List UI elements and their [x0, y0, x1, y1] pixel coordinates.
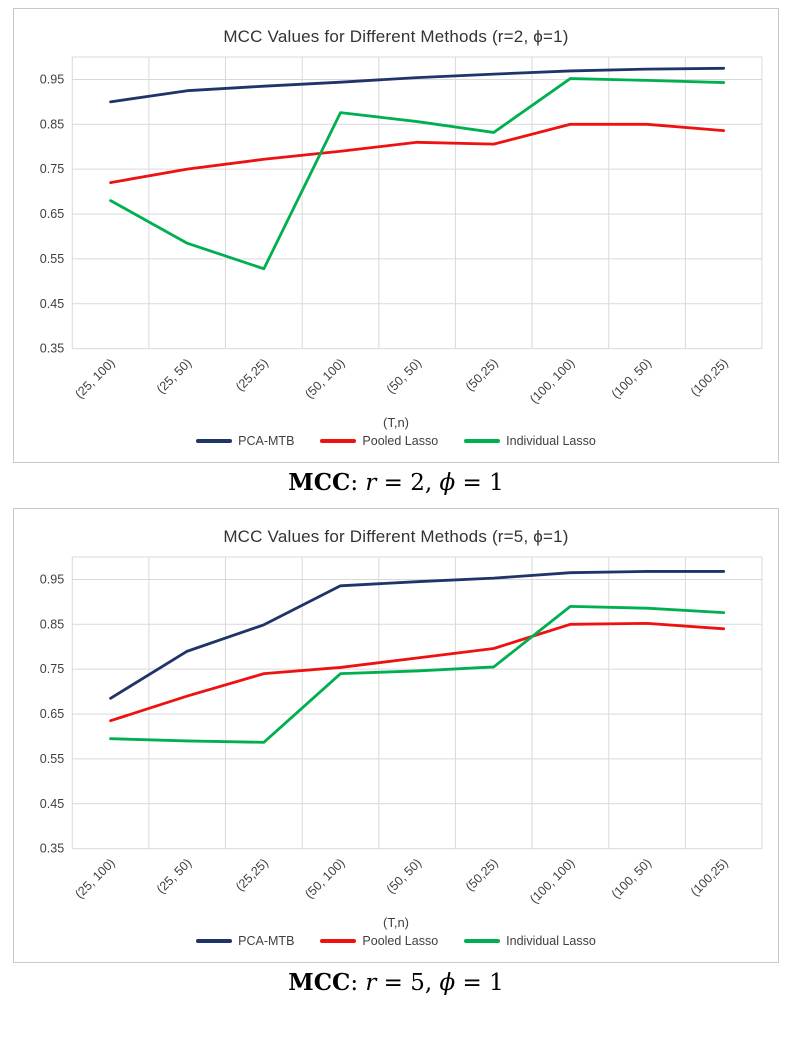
- legend-item: Individual Lasso: [464, 934, 596, 948]
- x-tick-label: (25,25): [233, 856, 271, 894]
- x-tick-label: (50, 50): [384, 356, 424, 396]
- chart-card-r2: MCC Values for Different Methods (r=2, ϕ…: [13, 8, 779, 463]
- legend-line-swatch: [196, 939, 233, 943]
- legend-label: Pooled Lasso: [362, 433, 439, 448]
- x-tick-label: (100, 100): [527, 356, 577, 406]
- x-tick-label: (50, 50): [384, 856, 424, 896]
- x-tick-label: (25,25): [233, 356, 271, 394]
- legend-item: PCA-MTB: [196, 434, 294, 448]
- chart-legend: PCA-MTB Pooled Lasso Individual Lasso: [22, 934, 770, 948]
- series-line-pca-mtb: [109, 569, 726, 700]
- caption-mid: = 2,: [376, 469, 440, 496]
- y-tick-label: 0.45: [40, 297, 64, 311]
- y-tick-label: 0.55: [40, 252, 64, 266]
- x-tick-label: (100, 100): [527, 856, 577, 906]
- chart-title: MCC Values for Different Methods (r=5, ϕ…: [223, 526, 569, 546]
- legend-line-swatch: [196, 439, 233, 443]
- y-tick-label: 0.35: [40, 342, 64, 356]
- page: MCC Values for Different Methods (r=2, ϕ…: [13, 8, 779, 996]
- x-axis-label: (T,n): [383, 414, 409, 430]
- y-tick-label: 0.65: [40, 207, 64, 221]
- y-tick-label: 0.35: [40, 842, 64, 856]
- legend-item: Individual Lasso: [464, 434, 596, 448]
- x-tick-label: (25, 50): [154, 856, 194, 896]
- x-tick-label: (25, 100): [72, 356, 117, 401]
- legend-label: PCA-MTB: [238, 933, 295, 948]
- series-line-individual-lasso: [109, 604, 726, 744]
- x-tick-label: (50, 100): [302, 856, 347, 901]
- caption-r5: MCC: r = 5, ϕ = 1: [13, 969, 779, 996]
- line-chart-r2: 0.35 0.45 0.55 0.65 0.75 0.85 0.95 (25, 100) (25…: [22, 51, 770, 417]
- chart-svg: 0.35 0.45 0.55 0.65 0.75 0.85 0.95 (25, 100) (25…: [40, 56, 763, 406]
- legend-line-swatch: [464, 439, 501, 443]
- caption-prefix: MCC: [288, 968, 351, 996]
- y-tick-label: 0.95: [40, 72, 64, 86]
- legend-line-swatch: [464, 939, 501, 943]
- caption-r2: MCC: r = 2, ϕ = 1: [13, 469, 779, 496]
- y-tick-label: 0.95: [40, 572, 64, 586]
- legend-line-swatch: [320, 939, 357, 943]
- series-line-pooled-lasso: [109, 122, 726, 185]
- caption-prefix: MCC: [288, 468, 351, 496]
- caption-var-phi: ϕ: [439, 469, 456, 496]
- legend-item: PCA-MTB: [196, 934, 294, 948]
- x-tick-label: (100, 50): [609, 356, 654, 401]
- x-tick-label: (100, 50): [609, 856, 654, 901]
- caption-var-r: r: [365, 969, 377, 996]
- y-tick-label: 0.85: [40, 117, 64, 131]
- x-tick-label: (50,25): [463, 356, 501, 394]
- caption-separator: :: [350, 969, 366, 996]
- legend-label: Individual Lasso: [506, 933, 596, 948]
- legend-item: Pooled Lasso: [320, 934, 438, 948]
- x-tick-label: (100,25): [688, 356, 731, 399]
- x-tick-label: (25, 50): [154, 356, 194, 396]
- legend-line-swatch: [320, 439, 357, 443]
- series-line-pooled-lasso: [109, 621, 726, 723]
- x-tick-label: (50,25): [463, 856, 501, 894]
- caption-separator: :: [350, 469, 366, 496]
- series-line-pca-mtb: [109, 66, 726, 104]
- x-tick-label: (100,25): [688, 856, 731, 899]
- chart-title: MCC Values for Different Methods (r=2, ϕ…: [223, 27, 569, 46]
- chart-legend: PCA-MTB Pooled Lasso Individual Lasso: [22, 434, 770, 448]
- legend-item: Pooled Lasso: [320, 434, 438, 448]
- chart-card-r5: MCC Values for Different Methods (r=5, ϕ…: [13, 507, 779, 963]
- caption-mid: = 5,: [376, 969, 440, 996]
- legend-label: Individual Lasso: [506, 433, 596, 448]
- y-tick-label: 0.65: [40, 707, 64, 721]
- y-tick-label: 0.85: [40, 617, 64, 631]
- series-line-individual-lasso: [109, 77, 726, 271]
- x-axis-label: (T,n): [383, 914, 409, 930]
- y-tick-label: 0.55: [40, 752, 64, 766]
- chart-svg: 0.35 0.45 0.55 0.65 0.75 0.85 0.95 (25, 100) (25…: [40, 556, 763, 906]
- caption-var-r: r: [365, 469, 377, 496]
- x-tick-label: (25, 100): [72, 856, 117, 901]
- x-tick-label: (50, 100): [302, 356, 347, 401]
- caption-var-phi: ϕ: [439, 969, 456, 996]
- caption-end: = 1: [455, 969, 504, 996]
- legend-label: PCA-MTB: [238, 433, 295, 448]
- caption-end: = 1: [455, 469, 504, 496]
- y-tick-label: 0.75: [40, 162, 64, 176]
- legend-label: Pooled Lasso: [362, 933, 439, 948]
- y-tick-label: 0.75: [40, 662, 64, 676]
- line-chart-r5: 0.35 0.45 0.55 0.65 0.75 0.85 0.95 (25, 100) (25…: [22, 551, 770, 917]
- y-tick-label: 0.45: [40, 797, 64, 811]
